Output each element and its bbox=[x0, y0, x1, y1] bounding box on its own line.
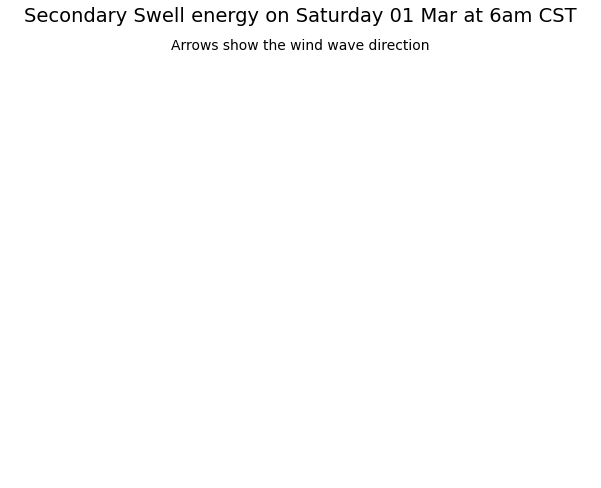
Text: Arrows show the wind wave direction: Arrows show the wind wave direction bbox=[171, 39, 430, 53]
Text: Map not available
(cartopy required): Map not available (cartopy required) bbox=[225, 254, 376, 293]
Text: Secondary Swell energy on Saturday 01 Mar at 6am CST: Secondary Swell energy on Saturday 01 Ma… bbox=[24, 7, 577, 26]
